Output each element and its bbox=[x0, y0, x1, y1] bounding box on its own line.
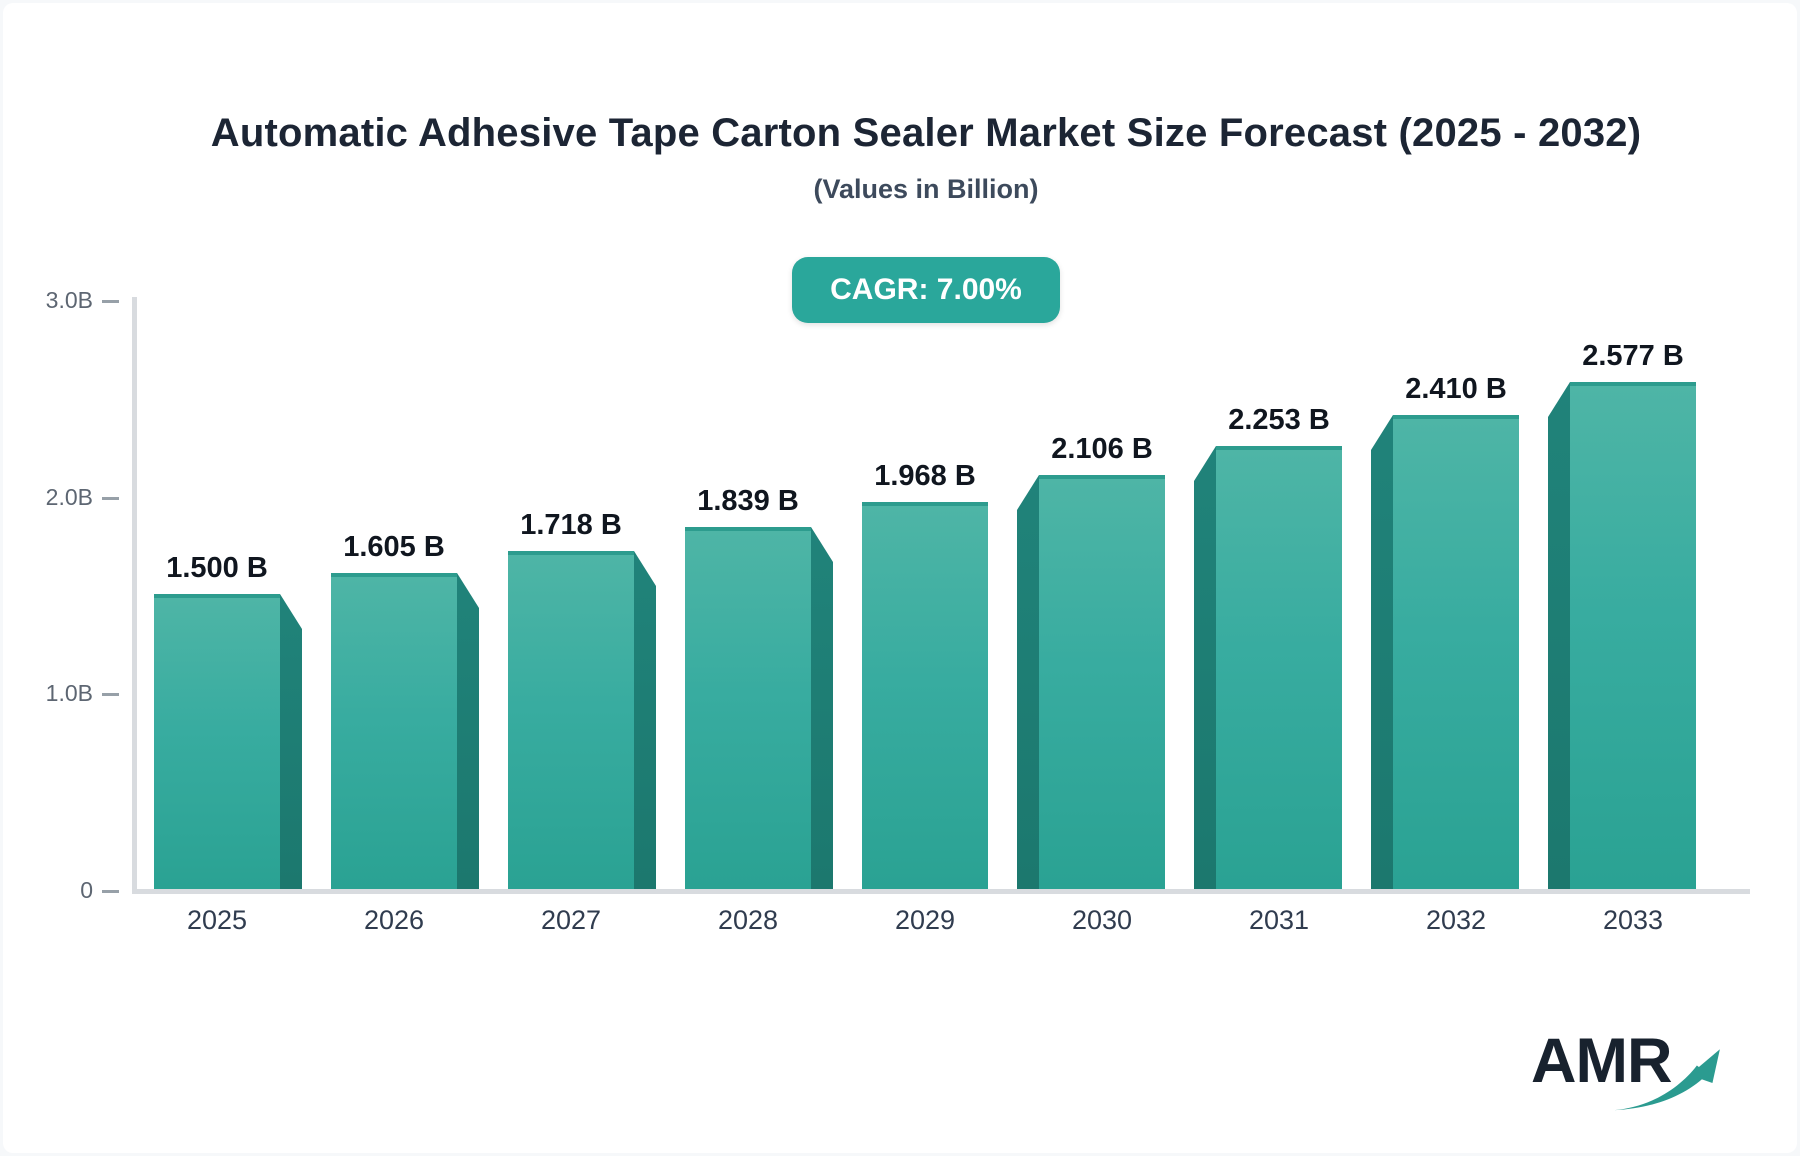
bar-2033: 2.577 B bbox=[1548, 340, 1696, 889]
cagr-badge: CAGR: 7.00% bbox=[792, 257, 1060, 323]
bar-value-label: 1.968 B bbox=[874, 460, 976, 492]
y-tick-mark bbox=[102, 497, 119, 500]
bar-chart: 0 1.0B 2.0B 3.0B 1.500 B 1.605 B 1.718 B 1.839… bbox=[3, 3, 1797, 1153]
y-tick-label: 0 bbox=[80, 877, 93, 903]
x-axis-line bbox=[132, 889, 1750, 894]
y-axis-line bbox=[132, 297, 137, 894]
bar-3d-side bbox=[457, 573, 479, 889]
x-tick-label: 2026 bbox=[363, 905, 425, 935]
amr-logo: AMR bbox=[1531, 1025, 1731, 1115]
bar-face bbox=[1039, 475, 1165, 889]
bar-2026: 1.605 B bbox=[331, 531, 479, 889]
x-tick-label: 2029 bbox=[894, 905, 956, 935]
bar-value-label: 1.605 B bbox=[343, 531, 445, 563]
x-tick-label: 2030 bbox=[1071, 905, 1133, 935]
y-tick-mark bbox=[102, 693, 119, 696]
bar-value-label: 2.106 B bbox=[1051, 433, 1153, 465]
bar-value-label: 2.410 B bbox=[1405, 373, 1507, 405]
bar-3d-side bbox=[280, 594, 302, 889]
bar-face bbox=[685, 527, 811, 889]
bar-face bbox=[1570, 382, 1696, 889]
bar-value-label: 1.500 B bbox=[166, 552, 268, 584]
x-tick-label: 2027 bbox=[540, 905, 602, 935]
bar-face bbox=[508, 551, 634, 889]
y-tick-mark bbox=[102, 890, 119, 893]
bar-face bbox=[331, 573, 457, 889]
x-tick-label: 2025 bbox=[186, 905, 248, 935]
chart-subtitle: (Values in Billion) bbox=[813, 174, 1039, 204]
bar-face bbox=[154, 594, 280, 889]
bar-2029: 1.968 B bbox=[862, 460, 988, 889]
bar-value-label: 2.577 B bbox=[1582, 340, 1684, 372]
bar-face bbox=[862, 502, 988, 889]
chart-card: Automatic Adhesive Tape Carton Sealer Ma… bbox=[3, 3, 1797, 1153]
bar-3d-side bbox=[1194, 446, 1216, 889]
y-tick-label: 2.0B bbox=[45, 484, 93, 510]
bar-2028: 1.839 B bbox=[685, 485, 833, 889]
bar-value-label: 2.253 B bbox=[1228, 404, 1330, 436]
bar-3d-side bbox=[811, 527, 833, 889]
bar-3d-side bbox=[1548, 382, 1570, 889]
x-tick-label: 2032 bbox=[1425, 905, 1487, 935]
chart-title: Automatic Adhesive Tape Carton Sealer Ma… bbox=[210, 111, 1642, 155]
y-tick-label: 3.0B bbox=[45, 287, 93, 313]
chart-header: Automatic Adhesive Tape Carton Sealer Ma… bbox=[55, 111, 1797, 205]
x-tick-label: 2033 bbox=[1602, 905, 1664, 935]
bar-2032: 2.410 B bbox=[1371, 373, 1519, 889]
bar-2027: 1.718 B bbox=[508, 509, 656, 889]
x-tick-label: 2031 bbox=[1248, 905, 1310, 935]
bar-face bbox=[1216, 446, 1342, 889]
cagr-badge-wrap: CAGR: 7.00% bbox=[55, 257, 1797, 323]
bar-value-label: 1.718 B bbox=[520, 509, 622, 541]
y-tick-label: 1.0B bbox=[45, 680, 93, 706]
growth-arrow-icon bbox=[1614, 1049, 1720, 1111]
amr-logo-text: AMR bbox=[1531, 1026, 1672, 1096]
bar-2025: 1.500 B bbox=[154, 552, 302, 889]
y-tick-mark bbox=[102, 300, 119, 303]
bar-3d-side bbox=[634, 551, 656, 889]
bar-2030: 2.106 B bbox=[1017, 433, 1165, 889]
bar-3d-side bbox=[1371, 415, 1393, 889]
bar-2031: 2.253 B bbox=[1194, 404, 1342, 889]
bar-value-label: 1.839 B bbox=[697, 485, 799, 517]
x-tick-label: 2028 bbox=[717, 905, 779, 935]
bar-face bbox=[1393, 415, 1519, 889]
bar-3d-side bbox=[1017, 475, 1039, 889]
